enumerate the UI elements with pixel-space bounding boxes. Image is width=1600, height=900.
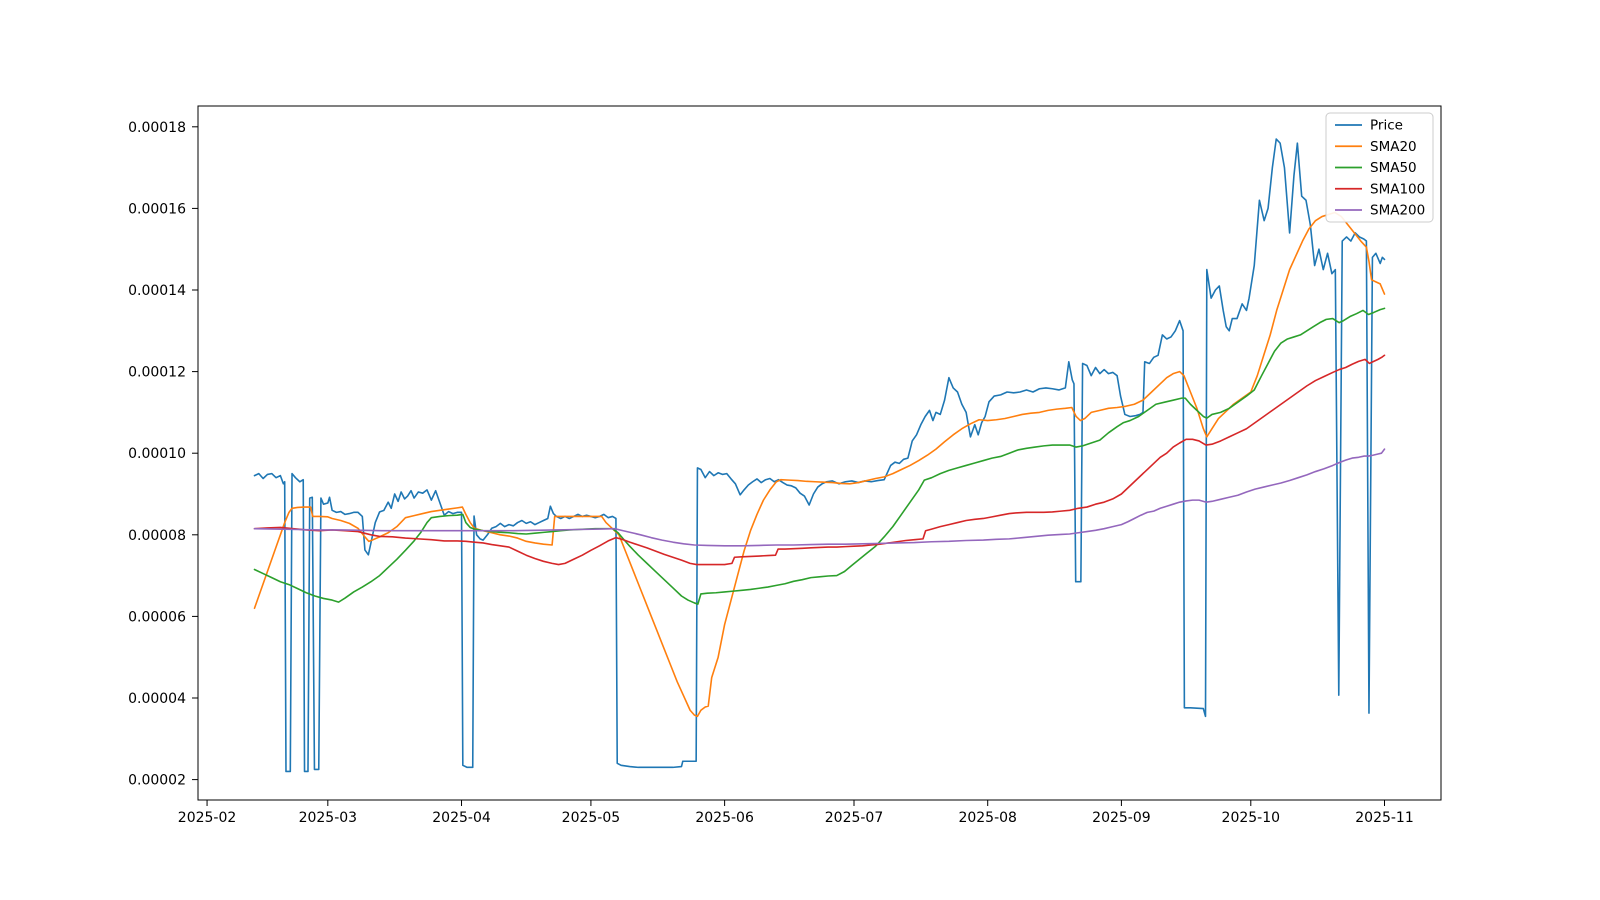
legend-label: SMA200 [1370,203,1425,219]
y-tick-label: 0.00004 [128,691,186,707]
legend-item-sma20: SMA20 [1335,139,1417,155]
series-line-sma50 [253,307,1386,605]
x-axis: 2025-02 2025-03 2025-04 2025-05 2025-06 2025-… [178,800,1414,826]
y-tick-label: 0.00010 [128,446,186,462]
series-line-price [253,138,1386,773]
series-line-sma200 [253,448,1386,547]
x-tick-label: 2025-06 [695,810,754,826]
legend-label: SMA50 [1370,160,1417,176]
x-tick-label: 2025-10 [1222,810,1281,826]
series-lines [253,138,1386,773]
x-tick-label: 2025-08 [958,810,1017,826]
legend-item-price: Price [1335,118,1403,134]
x-tick-label: 2025-07 [825,810,884,826]
legend-box [1325,112,1434,223]
y-tick-label: 0.00002 [128,773,186,789]
y-tick-label: 0.00006 [128,609,186,625]
x-tick-label: 2025-05 [562,810,621,826]
y-axis: 0.00002 0.00004 0.00006 0.00008 0.00010 0.000… [128,120,198,789]
x-tick-label: 2025-11 [1355,810,1414,826]
y-tick-label: 0.00016 [128,201,186,217]
x-tick-label: 2025-02 [178,810,237,826]
y-tick-label: 0.00018 [128,120,186,136]
legend-label: Price [1370,118,1403,134]
legend-label: SMA20 [1370,139,1417,155]
legend-item-sma100: SMA100 [1335,181,1425,197]
legend-label: SMA100 [1370,181,1425,197]
x-tick-label: 2025-04 [432,810,491,826]
plot-area [198,106,1441,800]
legend: Price SMA20 SMA50 SMA100 SMA200 [1325,112,1434,223]
y-tick-label: 0.00008 [128,528,186,544]
series-line-sma100 [253,354,1386,566]
x-tick-label: 2025-09 [1092,810,1151,826]
axes-spines [197,105,1442,801]
x-tick-label: 2025-03 [299,810,358,826]
legend-item-sma50: SMA50 [1335,160,1417,176]
y-tick-label: 0.00012 [128,365,186,381]
legend-item-sma200: SMA200 [1335,203,1425,219]
y-tick-label: 0.00014 [128,283,186,299]
series-line-sma20 [253,211,1386,718]
